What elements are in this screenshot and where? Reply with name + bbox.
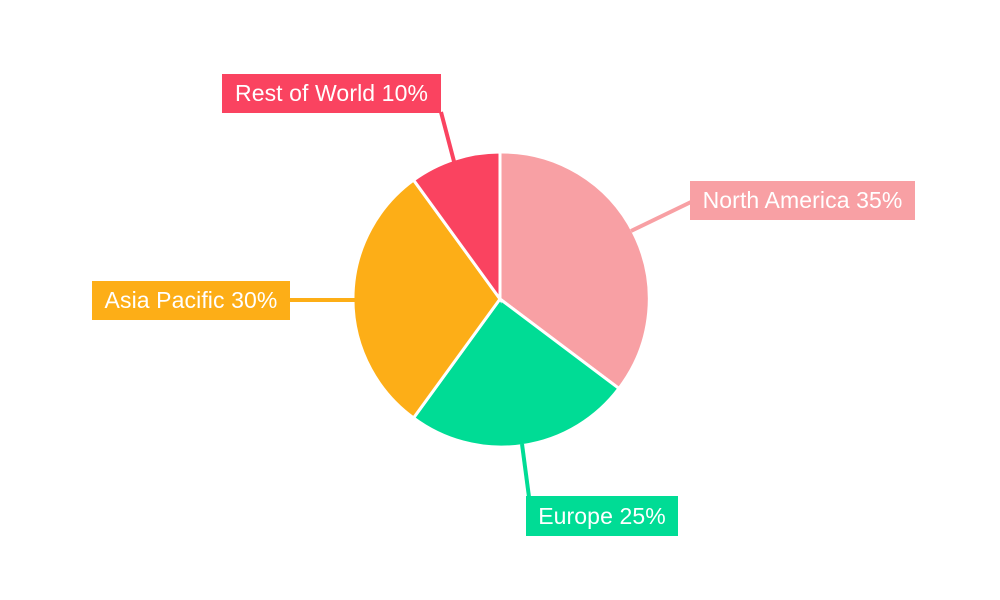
leader-line-north-america [630,200,692,233]
slice-label-text: North America 35% [702,187,903,213]
leader-lines [289,111,692,498]
leader-line-europe [520,443,531,498]
slice-label-text: Europe 25% [538,502,666,529]
slice-label-europe[interactable]: Europe 25% [526,496,678,536]
pie-slices [351,150,651,449]
slice-label-north-america[interactable]: North America 35% [690,181,915,220]
slice-label-asia-pacific[interactable]: Asia Pacific 30% [92,281,290,320]
slice-label-text: Asia Pacific 30% [104,287,278,313]
pie-slice-north-america[interactable] [498,150,651,391]
slice-label-text: Rest of World 10% [234,80,429,106]
leader-line-rest-of-world [439,111,458,170]
slice-label-rest-of-world[interactable]: Rest of World 10% [222,74,441,113]
